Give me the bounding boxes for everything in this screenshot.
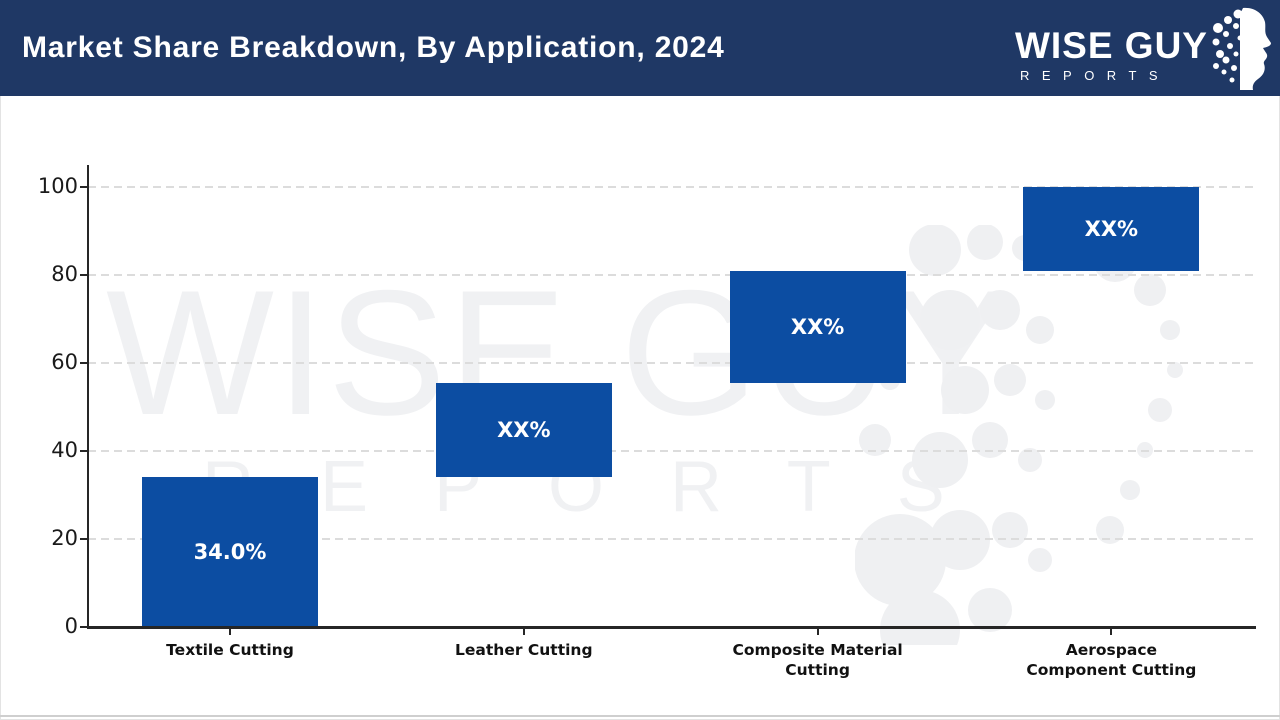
y-tick-label: 80 <box>51 262 78 286</box>
x-tick-mark <box>816 629 819 635</box>
waterfall-bar-segment: XX% <box>1023 187 1200 271</box>
x-category-label-line: Component Cutting <box>1026 661 1197 679</box>
y-tick-mark <box>80 274 88 276</box>
header-bar: Market Share Breakdown, By Application, … <box>0 0 1280 96</box>
y-gridline <box>88 186 1256 188</box>
y-gridline <box>88 538 1256 540</box>
waterfall-bar-segment: 34.0% <box>142 477 318 627</box>
y-tick-mark <box>80 626 88 628</box>
x-axis-spine <box>87 626 1256 629</box>
wise-guy-head-icon <box>1212 7 1271 90</box>
y-tick-label: 20 <box>51 526 78 550</box>
y-tick-label: 40 <box>51 438 78 462</box>
x-category-label: Textile Cutting <box>90 640 370 660</box>
y-axis-spine <box>87 165 89 629</box>
footer-divider-line <box>0 715 1280 717</box>
x-tick-mark <box>229 629 231 635</box>
waterfall-bar-segment: XX% <box>729 270 906 383</box>
x-tick-mark <box>522 629 525 635</box>
bar-value-label: XX% <box>497 418 551 443</box>
page-title: Market Share Breakdown, By Application, … <box>22 31 725 64</box>
x-category-label-line: Leather Cutting <box>455 641 593 659</box>
y-gridline <box>88 362 1256 364</box>
x-category-label: Leather Cutting <box>384 640 664 660</box>
x-category-label: Composite Material Cutting <box>678 640 958 680</box>
y-tick-label: 0 <box>64 614 78 638</box>
y-tick-mark <box>80 362 88 364</box>
x-tick-mark <box>1110 629 1113 635</box>
brand-logo-text: WISE GUY REPORTS <box>1014 25 1208 84</box>
watermark-head-dots-icon <box>855 225 1183 645</box>
x-category-label-line: Aerospace <box>1065 641 1158 659</box>
y-tick-label: 60 <box>51 350 78 374</box>
y-gridline <box>88 274 1256 276</box>
y-tick-label: 100 <box>37 174 78 198</box>
x-category-label-line: Composite Material <box>732 641 903 659</box>
brand-tagline: REPORTS <box>1019 68 1171 83</box>
bar-value-label: XX% <box>790 314 845 339</box>
brand-logo: WISE GUY REPORTS <box>1015 6 1272 90</box>
bar-value-label: XX% <box>1084 216 1139 241</box>
x-category-label: Aerospace Component Cutting <box>971 640 1251 680</box>
waterfall-bar-segment: XX% <box>435 382 612 478</box>
brand-name: WISE GUY <box>1014 25 1208 66</box>
bar-value-label: 34.0% <box>193 540 267 565</box>
y-tick-mark <box>80 186 88 188</box>
y-tick-mark <box>80 538 88 540</box>
x-category-label-line: Textile Cutting <box>166 641 294 659</box>
x-category-label-line: Cutting <box>785 661 850 679</box>
y-tick-mark <box>80 450 88 452</box>
y-gridline <box>88 450 1256 452</box>
